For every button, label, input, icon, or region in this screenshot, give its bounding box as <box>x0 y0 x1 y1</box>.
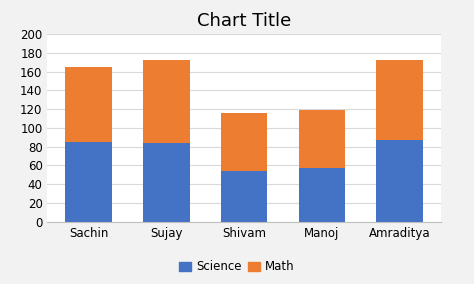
Bar <box>376 140 423 222</box>
Bar <box>221 113 267 171</box>
Bar <box>143 60 190 143</box>
Bar <box>65 142 112 222</box>
Bar <box>143 143 190 222</box>
Legend: Science, Math: Science, Math <box>174 256 300 278</box>
Bar <box>299 110 345 168</box>
Title: Chart Title: Chart Title <box>197 12 291 30</box>
Bar <box>65 67 112 142</box>
Bar <box>221 171 267 222</box>
Bar <box>376 60 423 140</box>
Bar <box>299 168 345 222</box>
